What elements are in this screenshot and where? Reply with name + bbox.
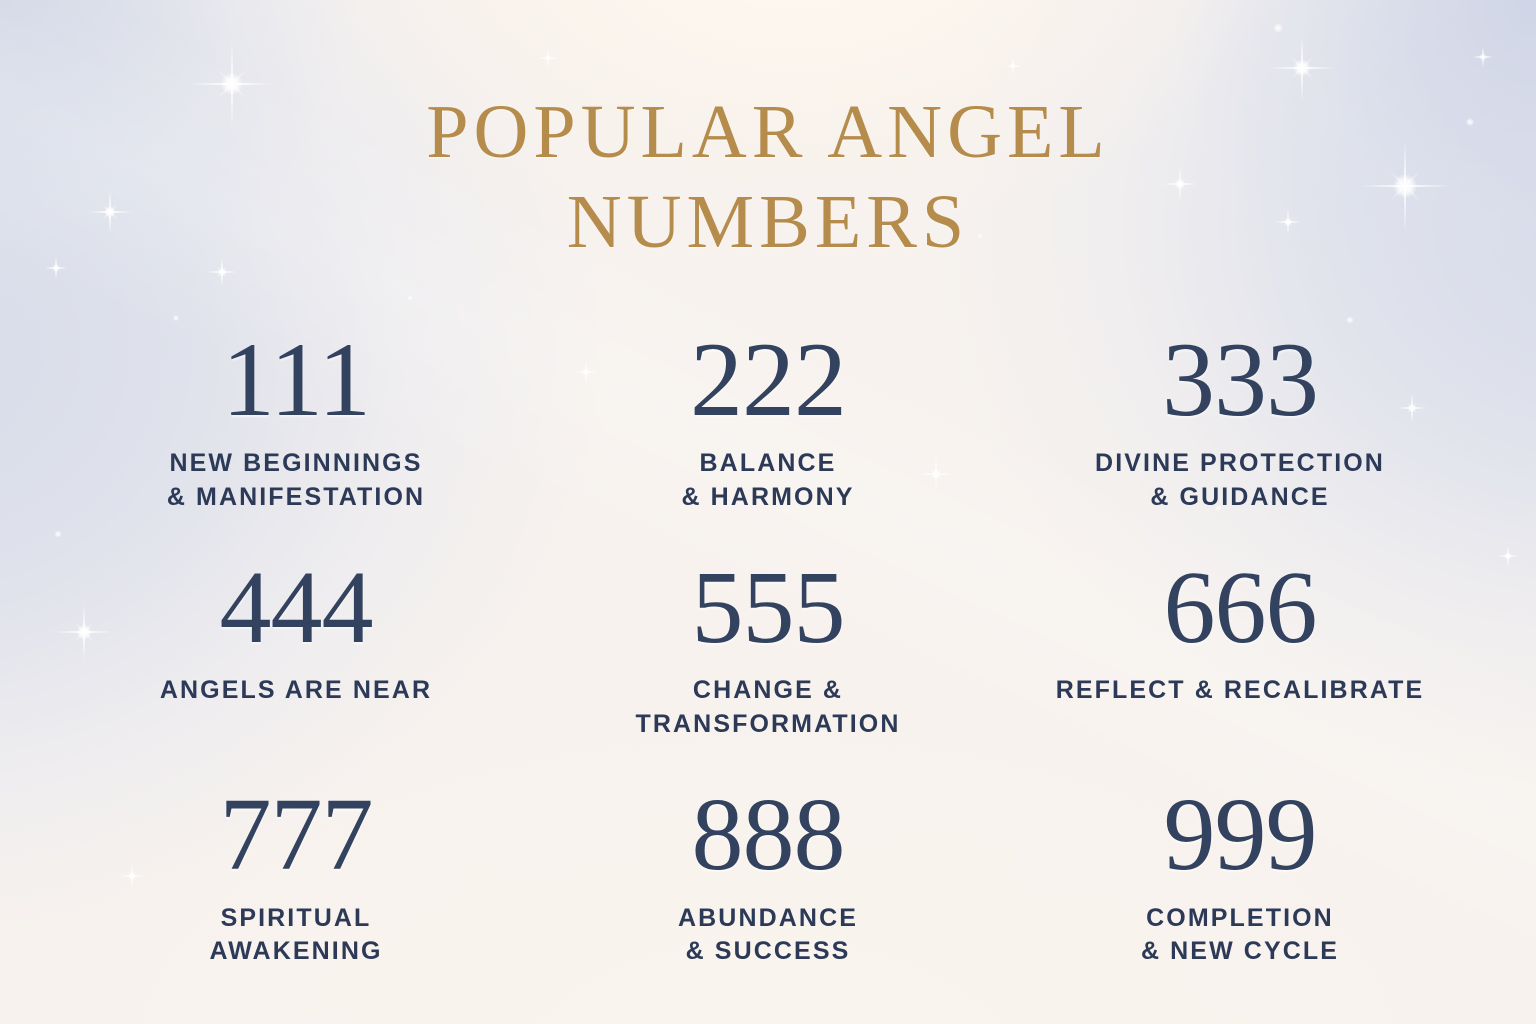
angel-number-value: 777 (219, 777, 374, 893)
angel-number-value: 111 (221, 321, 371, 438)
angel-number-value: 555 (691, 550, 846, 666)
angel-number-card-555: 555 CHANGE & TRANSFORMATION (532, 554, 1004, 741)
page-title: POPULAR ANGEL NUMBERS (0, 88, 1536, 267)
angel-number-value: 333 (1162, 321, 1319, 438)
angel-number-card-666: 666 REFLECT & RECALIBRATE (1004, 554, 1476, 741)
angel-numbers-grid: 111 NEW BEGINNINGS & MANIFESTATION 222 B… (0, 321, 1536, 969)
page-title-line-1: POPULAR ANGEL (426, 90, 1110, 174)
angel-number-meaning: ANGELS ARE NEAR (159, 676, 433, 705)
angel-number-card-111: 111 NEW BEGINNINGS & MANIFESTATION (60, 321, 532, 514)
angel-number-meaning: REFLECT & RECALIBRATE (1055, 676, 1425, 705)
angel-number-card-888: 888 ABUNDANCE & SUCCESS (532, 781, 1004, 968)
angel-number-meaning: COMPLETION & NEW CYCLE (1140, 903, 1340, 966)
angel-number-card-777: 777 SPIRITUAL AWAKENING (60, 781, 532, 968)
angel-number-value: 888 (691, 777, 846, 893)
angel-number-meaning: NEW BEGINNINGS & MANIFESTATION (166, 449, 426, 511)
angel-number-card-999: 999 COMPLETION & NEW CYCLE (1004, 781, 1476, 968)
angel-number-meaning: SPIRITUAL AWAKENING (209, 903, 383, 966)
angel-number-card-444: 444 ANGELS ARE NEAR (60, 554, 532, 741)
angel-number-value: 222 (690, 321, 847, 438)
angel-number-meaning: DIVINE PROTECTION & GUIDANCE (1095, 449, 1385, 511)
angel-number-meaning: BALANCE & HARMONY (681, 449, 855, 511)
angel-number-value: 999 (1163, 777, 1318, 893)
angel-number-meaning: ABUNDANCE & SUCCESS (677, 903, 858, 966)
angel-number-value: 666 (1163, 550, 1318, 666)
angel-number-value: 444 (219, 550, 374, 666)
page-title-line-2: NUMBERS (566, 179, 970, 264)
angel-number-meaning: CHANGE & TRANSFORMATION (635, 676, 901, 738)
angel-number-card-333: 333 DIVINE PROTECTION & GUIDANCE (1004, 321, 1476, 514)
angel-number-card-222: 222 BALANCE & HARMONY (532, 321, 1004, 514)
